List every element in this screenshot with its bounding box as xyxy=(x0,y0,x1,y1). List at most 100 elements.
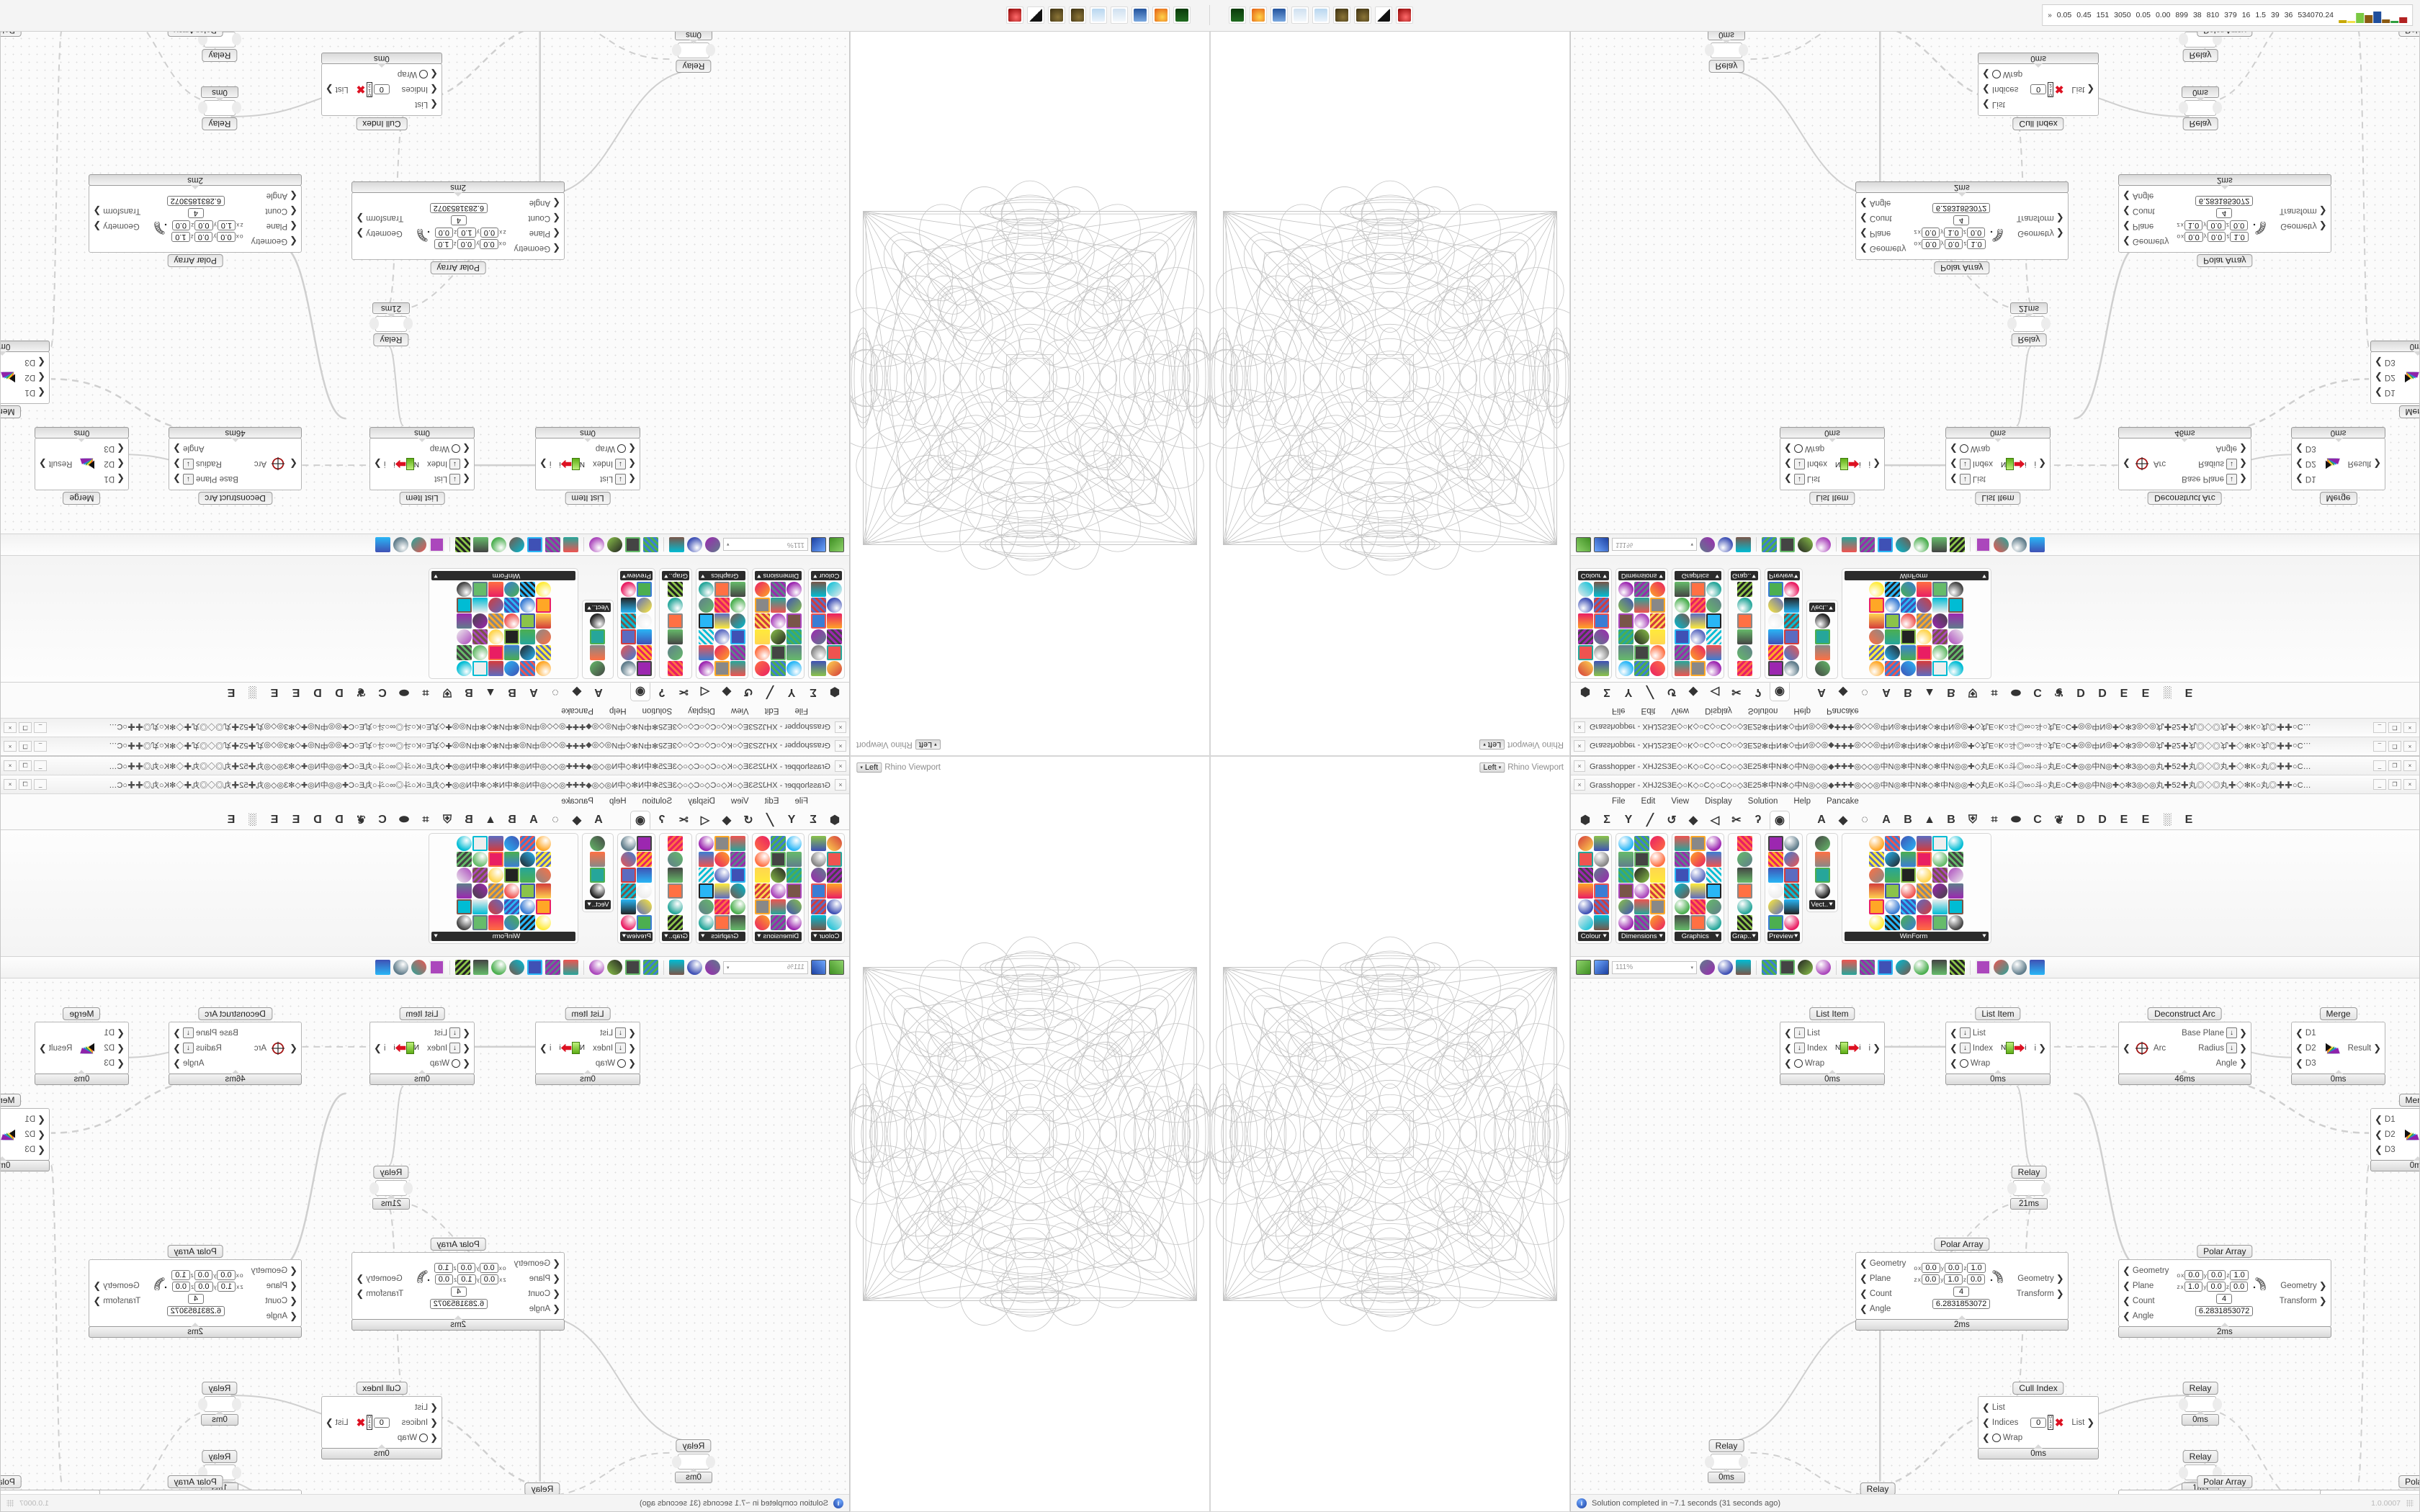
tab-icon-right-3[interactable]: A xyxy=(1882,814,1891,826)
winform-icon[interactable] xyxy=(456,915,472,930)
colour-icon[interactable] xyxy=(827,645,842,660)
plane-z-x-field[interactable]: 0.0 xyxy=(1921,1274,1940,1284)
port-grip-icon[interactable]: ❮ xyxy=(552,243,560,255)
ribbon-group-expand-icon[interactable]: ⯆ xyxy=(1751,932,1757,940)
scissors-wires-icon[interactable] xyxy=(1896,960,1911,975)
node-title-relay[interactable]: Relay xyxy=(1708,1439,1744,1452)
slider-handle-icon[interactable]: ⮕ xyxy=(1848,1043,1860,1055)
grap..-icon[interactable] xyxy=(668,883,684,899)
maximize-button[interactable]: ❐ xyxy=(19,760,32,771)
winform-icon[interactable] xyxy=(1917,868,1932,883)
menu-item-edit[interactable]: Edit xyxy=(1641,797,1656,806)
tab-icon-right-10[interactable]: C xyxy=(2033,686,2042,698)
graphics-icon[interactable] xyxy=(730,883,745,899)
tab-icon-right-10[interactable]: C xyxy=(378,814,387,826)
ribbon-group-label[interactable]: Vect.. ⯆ xyxy=(1809,900,1835,909)
vect..-icon[interactable] xyxy=(590,645,606,660)
tab-icon-right-13[interactable]: D xyxy=(2098,814,2107,826)
winform-icon[interactable] xyxy=(1948,661,1964,676)
plane-z-x-field[interactable]: 1.0 xyxy=(2184,1282,2203,1292)
winform-icon[interactable] xyxy=(503,899,519,914)
component-tab-strip[interactable]: ⬢ Σ Υ ╱ ↺ ◆ ◁ ✂ ʔ ◉ A ◆ ◌ A B ▲ B ⛨ ⌗ ⬬ C ❦ D D E E ░ E xyxy=(1,682,849,703)
graphics-icon[interactable] xyxy=(1675,645,1690,660)
new-document-icon[interactable] xyxy=(829,960,844,975)
notes-icon[interactable] xyxy=(1816,537,1831,552)
preview-icon[interactable] xyxy=(636,582,652,597)
polar-params[interactable]: o x 0.0 y 0.0 z 1.0 z x 0.0 y 1.0 z 0.0 4 6.2831853072 xyxy=(411,1263,506,1309)
node-port-list[interactable]: ❮ ↓ List xyxy=(596,1025,640,1040)
winform-icon[interactable] xyxy=(503,868,519,883)
window-buttons[interactable]: _ ❐ × xyxy=(4,741,47,752)
winform-icon[interactable] xyxy=(472,915,488,930)
node-body[interactable]: ❮ ↓ List ❮ ↓ Index ❮ Wrap N ⮕ i i ❯ xyxy=(535,1022,640,1074)
node-body[interactable]: ❮ Arc Base Plane ↓ ❯ Radius ↓ ❯ Angle ❯ xyxy=(169,438,302,490)
node-port-indices[interactable]: ❮ Indices xyxy=(398,82,442,97)
port-grip-icon[interactable]: ❯ xyxy=(374,459,382,470)
node-port-list[interactable]: ❮ ↓ List xyxy=(431,472,474,487)
node-title-listitem[interactable]: List Item xyxy=(1975,1007,2021,1020)
tab-icon-3[interactable]: ╱ xyxy=(766,814,774,827)
node-port-geometry[interactable]: ❮Geometry xyxy=(511,241,564,256)
flatten-arrow-icon[interactable]: ↓ xyxy=(2226,474,2237,485)
port-grip-icon[interactable]: ❮ xyxy=(2375,1128,2383,1140)
port-grip-icon[interactable]: ❮ xyxy=(2375,387,2383,399)
new-document-icon[interactable] xyxy=(1576,960,1591,975)
graphics-icon[interactable] xyxy=(1690,582,1706,597)
node-port-transform[interactable]: Transform ❯ xyxy=(2013,211,2068,226)
graphics-icon[interactable] xyxy=(714,852,730,867)
winform-icon[interactable] xyxy=(1901,613,1917,629)
notes-icon[interactable] xyxy=(1816,960,1831,975)
ribbon-group-graphics[interactable]: Graphics ⯆ xyxy=(1672,833,1724,944)
file-toolbar[interactable]: 111% ▾ xyxy=(1571,957,2419,978)
dimensions-icon[interactable] xyxy=(1618,915,1634,930)
angle-field[interactable]: 6.2831853072 xyxy=(1932,1299,1991,1309)
node-port-i[interactable]: i ❯ xyxy=(370,1040,389,1056)
port-grip-icon[interactable]: ❮ xyxy=(2375,1143,2383,1155)
winform-icon[interactable] xyxy=(535,645,551,660)
wrap-toggle-icon[interactable] xyxy=(617,444,627,454)
vect..-icon[interactable] xyxy=(590,613,606,629)
graphics-icon[interactable] xyxy=(730,645,745,660)
tab-icon-right-14[interactable]: E xyxy=(2120,686,2128,698)
tab-icon-right-3[interactable]: A xyxy=(529,814,538,826)
node-port-wrap[interactable]: ❮ Wrap xyxy=(592,441,640,456)
node-title-polar[interactable]: Polar Array xyxy=(1934,1238,1990,1251)
ribbon-group-expand-icon[interactable]: ⯆ xyxy=(1714,572,1720,580)
tab-icon-right-2[interactable]: ◌ xyxy=(552,814,559,826)
ribbon-group-winform[interactable]: WinForm ⯆ xyxy=(429,833,579,944)
dimensions-icon[interactable] xyxy=(1650,883,1665,899)
polar-params[interactable]: o x 0.0 y 0.0 z 1.0 z x 0.0 y 1.0 z 0.0 4 6.2831853072 xyxy=(1914,203,2008,249)
preview-icon[interactable] xyxy=(620,645,636,660)
bake-red-icon[interactable] xyxy=(1950,537,1965,552)
graphics-icon[interactable] xyxy=(1706,598,1721,613)
plane-row-o[interactable]: o x 0.0 y 0.0 z 1.0 xyxy=(171,232,243,242)
component-ribbon[interactable]: Colour ⯆ Dimensions ⯆ Graphics ⯆ Grap.. ⯆ Previe… xyxy=(1571,555,2419,682)
close-button[interactable]: × xyxy=(4,741,17,752)
graphics-icon[interactable] xyxy=(699,899,714,914)
winform-icon[interactable] xyxy=(1917,852,1932,867)
winform-icon[interactable] xyxy=(1869,598,1885,613)
node-port-angle[interactable]: ❮ Angle xyxy=(526,196,564,211)
chevron-down-icon[interactable]: ▾ xyxy=(727,965,730,971)
eye-icon[interactable]: ◉ xyxy=(1770,683,1790,701)
tab-icon-right-12[interactable]: D xyxy=(335,814,344,826)
winform-icon[interactable] xyxy=(1932,598,1948,613)
port-grip-icon[interactable]: ❮ xyxy=(2123,236,2130,248)
profiler-blue-icon[interactable] xyxy=(2030,537,2045,552)
dimensions-icon[interactable] xyxy=(755,613,770,629)
tab-icon-right-0[interactable]: A xyxy=(594,814,603,826)
bake-red-icon[interactable] xyxy=(455,537,470,552)
dimensions-icon[interactable] xyxy=(755,899,770,914)
tab-icon-right-1[interactable]: ◆ xyxy=(572,685,582,698)
dimensions-icon[interactable] xyxy=(1634,836,1649,851)
node-port-indices[interactable]: ❮ Indices xyxy=(1978,82,2022,97)
port-grip-icon[interactable]: ❯ xyxy=(173,474,182,485)
tab-icon-3[interactable]: ╱ xyxy=(1646,814,1654,827)
profiler-green-icon[interactable] xyxy=(1994,960,2009,975)
graphics-icon[interactable] xyxy=(730,836,745,851)
slider-handle-icon[interactable]: ⮕ xyxy=(1848,457,1860,469)
